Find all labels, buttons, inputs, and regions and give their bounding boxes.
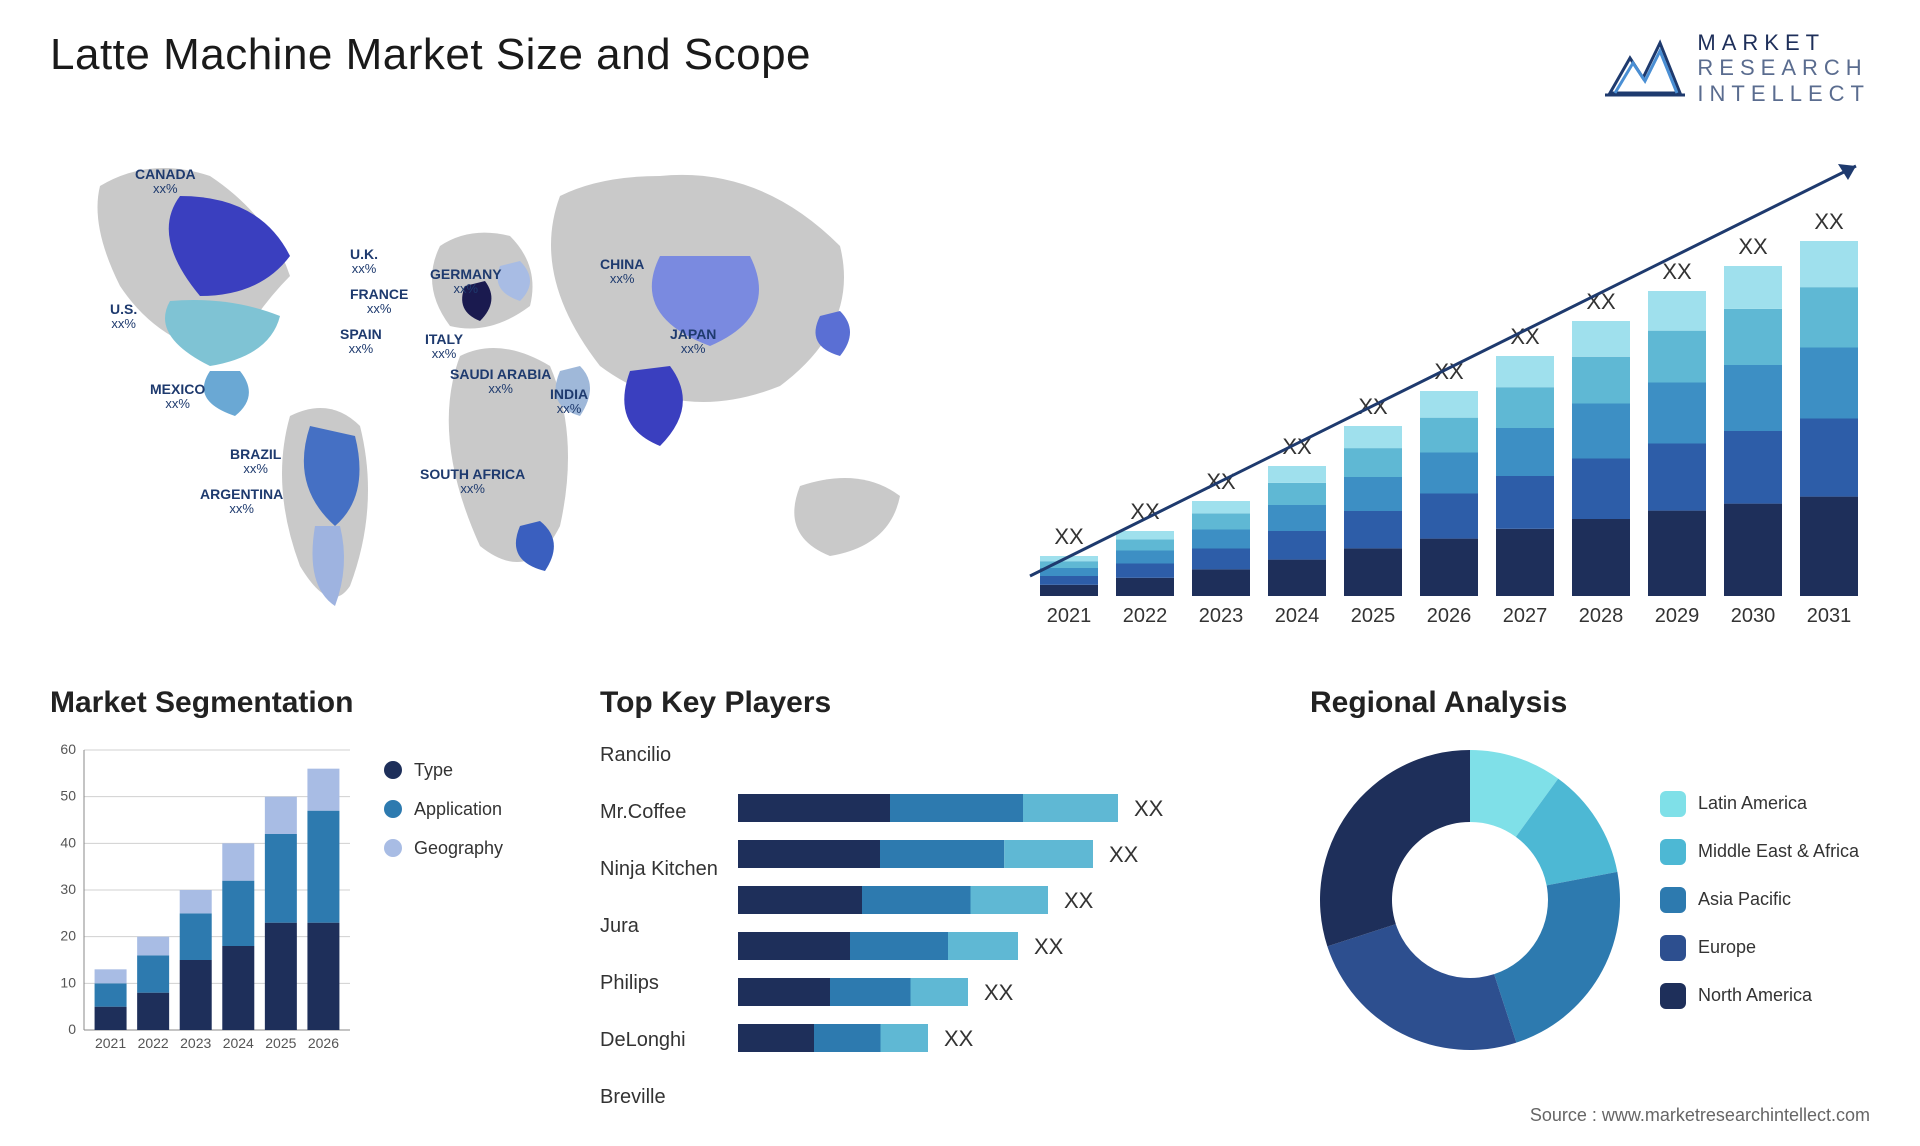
players-label-list: Rancilio Mr.Coffee Ninja Kitchen Jura Philip… [600, 740, 718, 1128]
map-label-mexico: MEXICOxx% [150, 381, 205, 412]
region-middle-east-africa: Middle East & Africa [1660, 839, 1859, 865]
svg-text:2022: 2022 [1123, 605, 1168, 627]
source-attribution: Source : www.marketresearchintellect.com [1530, 1105, 1870, 1126]
svg-text:2031: 2031 [1807, 605, 1852, 627]
swatch [1660, 887, 1686, 913]
page-title: Latte Machine Market Size and Scope [50, 30, 811, 80]
swatch [384, 761, 402, 779]
top-key-players-section: Top Key Players Rancilio Mr.Coffee Ninja K… [600, 686, 1280, 1086]
svg-text:XX: XX [1054, 524, 1084, 549]
player-philips: Philips [600, 972, 718, 1014]
legend-label: Type [414, 760, 453, 781]
regional-donut-chart [1310, 740, 1630, 1060]
region-latin-america: Latin America [1660, 791, 1859, 817]
svg-text:XX: XX [1109, 842, 1139, 867]
svg-text:2030: 2030 [1731, 605, 1776, 627]
legend-label: Geography [414, 838, 503, 859]
player-jura: Jura [600, 915, 718, 957]
map-label-italy: ITALYxx% [425, 331, 463, 362]
legend-label: North America [1698, 985, 1812, 1006]
map-label-south-africa: SOUTH AFRICAxx% [420, 466, 525, 497]
svg-text:XX: XX [1662, 259, 1692, 284]
map-label-japan: JAPANxx% [670, 326, 716, 357]
player-rancilio: Rancilio [600, 744, 718, 786]
player-breville: Breville [600, 1086, 718, 1128]
map-label-saudi-arabia: SAUDI ARABIAxx% [450, 366, 551, 397]
svg-text:2025: 2025 [1351, 605, 1396, 627]
brand-logo: MARKET RESEARCH INTELLECT [1605, 30, 1870, 106]
region-europe: Europe [1660, 935, 1859, 961]
swatch [1660, 839, 1686, 865]
svg-text:2021: 2021 [1047, 605, 1092, 627]
regional-legend: Latin America Middle East & Africa Asia Pa… [1660, 791, 1859, 1009]
map-label-brazil: BRAZILxx% [230, 446, 281, 477]
seg-legend-application: Application [384, 799, 503, 820]
svg-text:2022: 2022 [138, 1035, 169, 1051]
map-label-canada: CANADAxx% [135, 166, 196, 197]
swatch [1660, 791, 1686, 817]
segmentation-title: Market Segmentation [50, 686, 570, 720]
legend-label: Latin America [1698, 793, 1807, 814]
map-label-china: CHINAxx% [600, 256, 644, 287]
svg-text:2023: 2023 [1199, 605, 1244, 627]
svg-text:2029: 2029 [1655, 605, 1700, 627]
swatch [1660, 935, 1686, 961]
svg-text:XX: XX [1814, 209, 1844, 234]
players-chart: XXXXXXXXXXXX [738, 740, 1198, 1060]
svg-text:40: 40 [60, 834, 76, 850]
svg-text:XX: XX [1134, 796, 1164, 821]
map-label-u.k.: U.K.xx% [350, 246, 378, 277]
svg-text:30: 30 [60, 881, 76, 897]
swatch [384, 800, 402, 818]
map-label-spain: SPAINxx% [340, 326, 382, 357]
svg-text:XX: XX [984, 980, 1014, 1005]
map-label-india: INDIAxx% [550, 386, 588, 417]
logo-icon [1605, 33, 1685, 103]
segmentation-chart: 0 10 20 30 40 50 60 2021 2022 2023 2024 2025 2026 [50, 740, 360, 1060]
logo-text: MARKET RESEARCH INTELLECT [1697, 30, 1870, 106]
svg-text:2027: 2027 [1503, 605, 1548, 627]
seg-legend-geography: Geography [384, 838, 503, 859]
players-title: Top Key Players [600, 686, 1280, 720]
svg-text:10: 10 [60, 974, 76, 990]
world-map: CANADAxx% U.S.xx% MEXICOxx% BRAZILxx% ARGENT… [50, 126, 970, 646]
svg-text:XX: XX [944, 1026, 974, 1051]
svg-text:2023: 2023 [180, 1035, 211, 1051]
svg-text:XX: XX [1064, 888, 1094, 913]
svg-text:2028: 2028 [1579, 605, 1624, 627]
map-label-u.s.: U.S.xx% [110, 301, 137, 332]
svg-text:20: 20 [60, 928, 76, 944]
legend-label: Asia Pacific [1698, 889, 1791, 910]
map-label-germany: GERMANYxx% [430, 266, 502, 297]
legend-label: Middle East & Africa [1698, 841, 1859, 862]
svg-text:2026: 2026 [308, 1035, 339, 1051]
swatch [1660, 983, 1686, 1009]
svg-text:2021: 2021 [95, 1035, 126, 1051]
map-label-france: FRANCExx% [350, 286, 408, 317]
player-delonghi: DeLonghi [600, 1029, 718, 1071]
svg-text:2026: 2026 [1427, 605, 1472, 627]
svg-text:2025: 2025 [265, 1035, 296, 1051]
svg-text:XX: XX [1738, 234, 1768, 259]
svg-text:2024: 2024 [223, 1035, 254, 1051]
svg-text:50: 50 [60, 788, 76, 804]
market-segmentation-section: Market Segmentation 0 10 20 30 40 50 60 2021 202… [50, 686, 570, 1086]
svg-text:XX: XX [1034, 934, 1064, 959]
region-asia-pacific: Asia Pacific [1660, 887, 1859, 913]
regional-analysis-section: Regional Analysis Latin America Middle Ea… [1310, 686, 1870, 1086]
legend-label: Application [414, 799, 502, 820]
svg-text:60: 60 [60, 741, 76, 757]
growth-trend-chart: XX2021XX2022XX2023XX2024XX2025XX2026XX20… [1010, 126, 1870, 646]
seg-legend-type: Type [384, 760, 503, 781]
region-north-america: North America [1660, 983, 1859, 1009]
player-mr-coffee: Mr.Coffee [600, 801, 718, 843]
svg-text:2024: 2024 [1275, 605, 1320, 627]
player-ninja-kitchen: Ninja Kitchen [600, 858, 718, 900]
regional-title: Regional Analysis [1310, 686, 1870, 720]
svg-text:0: 0 [68, 1021, 76, 1037]
map-label-argentina: ARGENTINAxx% [200, 486, 283, 517]
swatch [384, 839, 402, 857]
segmentation-legend: Type Application Geography [384, 740, 503, 1060]
legend-label: Europe [1698, 937, 1756, 958]
